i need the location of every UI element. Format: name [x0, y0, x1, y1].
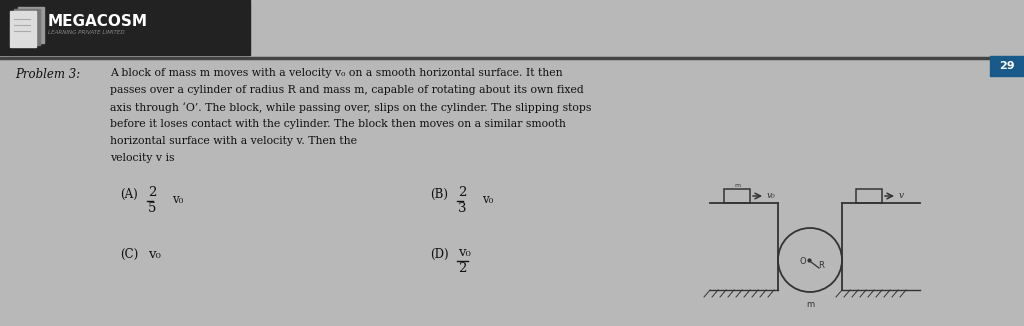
Text: axis through ‘O’. The block, while passing over, slips on the cylinder. The slip: axis through ‘O’. The block, while passi…	[110, 102, 592, 113]
Text: (D): (D)	[430, 248, 449, 261]
Text: v₀: v₀	[767, 190, 776, 200]
Text: 29: 29	[999, 61, 1015, 71]
Text: horizontal surface with a velocity v. Then the: horizontal surface with a velocity v. Th…	[110, 136, 357, 146]
Text: (A): (A)	[120, 188, 138, 201]
Text: v₀: v₀	[172, 193, 183, 206]
Text: v₀: v₀	[148, 248, 161, 261]
Text: velocity v is: velocity v is	[110, 153, 174, 163]
Text: A block of mass m moves with a velocity v₀ on a smooth horizontal surface. It th: A block of mass m moves with a velocity …	[110, 68, 562, 78]
Bar	[724, 189, 750, 203]
Text: (C): (C)	[120, 248, 138, 261]
Text: 2: 2	[458, 262, 466, 275]
Text: v₀: v₀	[482, 193, 494, 206]
Text: passes over a cylinder of radius R and mass m, capable of rotating about its own: passes over a cylinder of radius R and m…	[110, 85, 584, 95]
Text: R: R	[818, 261, 824, 271]
Text: O: O	[800, 258, 806, 266]
Text: v: v	[899, 190, 904, 200]
Text: 2: 2	[148, 186, 157, 199]
Bar	[18, 7, 44, 43]
Bar	[14, 9, 40, 45]
Text: MEGACOSM: MEGACOSM	[48, 14, 148, 29]
Text: before it loses contact with the cylinder. The block then moves on a similar smo: before it loses contact with the cylinde…	[110, 119, 566, 129]
Text: 3: 3	[458, 202, 467, 215]
Text: v₀: v₀	[458, 246, 471, 259]
Text: m: m	[806, 300, 814, 309]
Text: 2: 2	[458, 186, 466, 199]
Text: Problem 3:: Problem 3:	[15, 68, 80, 81]
Text: LEARNING PRIVATE LIMITED: LEARNING PRIVATE LIMITED	[48, 30, 125, 35]
Text: 5: 5	[148, 202, 157, 215]
Bar	[10, 11, 36, 47]
Bar	[990, 56, 1024, 76]
Text: m: m	[734, 183, 740, 188]
Bar	[856, 189, 882, 203]
Text: (B): (B)	[430, 188, 449, 201]
Bar	[0, 0, 250, 55]
